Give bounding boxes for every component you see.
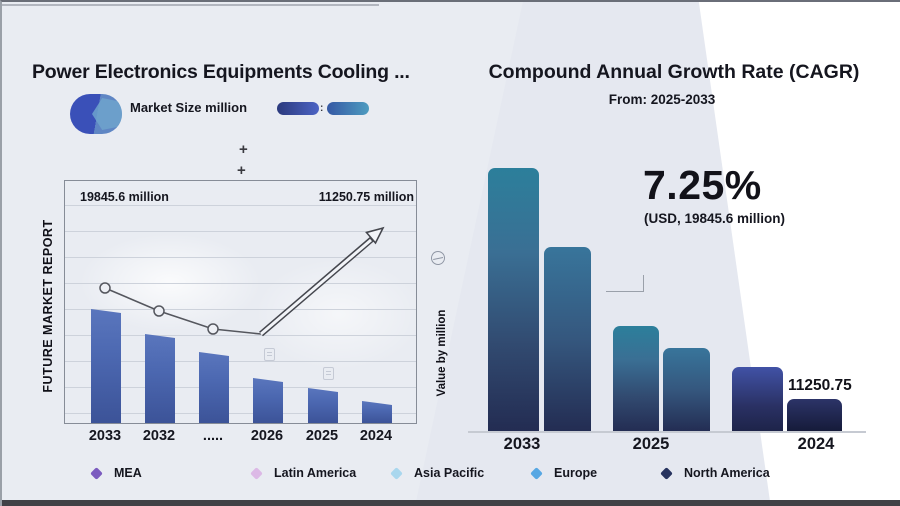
market-size-pill-icon (70, 94, 122, 134)
gridline (65, 231, 416, 232)
bar (544, 247, 591, 432)
gridline (65, 309, 416, 310)
legend-diamond-icon (250, 466, 263, 480)
right-chart-end-value: 11250.75 (788, 377, 852, 394)
bar (613, 326, 659, 432)
bar (308, 388, 338, 423)
ratio-pill-right-icon (327, 102, 369, 115)
legend-item: North America (660, 466, 770, 480)
legend-item: Europe (530, 466, 598, 480)
market-size-label: Market Size million (130, 100, 248, 115)
gridline (65, 257, 416, 258)
legend-label: Asia Pacific (414, 466, 485, 480)
bottom-bar (2, 500, 900, 506)
future-market-report-watermark: FUTURE MARKET REPORT (41, 219, 55, 393)
x-axis-label: 2025 (632, 435, 670, 453)
value-axis-label: Value by million (436, 309, 448, 397)
right-chart-title: Compound Annual Growth Rate (CAGR) (488, 61, 860, 83)
gridline (65, 387, 416, 388)
bar (488, 168, 539, 432)
x-axis-label: 2024 (359, 428, 393, 444)
legend-item: Asia Pacific (390, 466, 485, 480)
legend-label: MEA (114, 466, 142, 480)
bar (145, 334, 175, 423)
bar (91, 309, 121, 423)
ratio-separator: : (320, 103, 324, 114)
callout-elbow-line (606, 275, 644, 292)
bar (199, 352, 229, 423)
bar (663, 348, 710, 432)
gridline (65, 335, 416, 336)
legend-diamond-icon (530, 466, 543, 480)
plus-mark-icon: + (239, 141, 248, 158)
x-axis-label: 2025 (305, 428, 339, 444)
legend-diamond-icon (390, 466, 403, 480)
x-axis-label: 2033 (88, 428, 122, 444)
bar (732, 367, 783, 432)
ratio-pill-left-icon (277, 102, 319, 115)
legend-diamond-icon (660, 466, 673, 480)
bar (253, 378, 283, 423)
x-axis-label: 2032 (142, 428, 176, 444)
left-chart-end-value: 11250.75 million (318, 190, 414, 204)
trend-line-and-arrow (99, 226, 385, 337)
x-axis-label: ..... (202, 428, 224, 444)
document-icon (323, 367, 334, 380)
legend-label: North America (684, 466, 770, 480)
gridline (65, 361, 416, 362)
document-icon (264, 348, 275, 361)
x-axis-label: 2033 (503, 435, 541, 453)
gridline (65, 283, 416, 284)
gridline (65, 205, 416, 206)
bar (787, 399, 842, 432)
right-chart-subtitle: From: 2025-2033 (608, 92, 716, 107)
cagr-value: 7.25% (643, 162, 762, 208)
x-axis-label: 2024 (797, 435, 835, 453)
top-divider-line (2, 4, 380, 6)
legend-item: MEA (90, 466, 142, 480)
left-chart-title: Power Electronics Equipments Cooling ... (32, 61, 410, 83)
bar (362, 401, 392, 423)
gridline (65, 413, 416, 414)
legend-label: Latin America (274, 466, 357, 480)
x-axis-label: 2026 (250, 428, 284, 444)
plus-mark-icon: + (237, 162, 246, 179)
left-chart-start-value: 19845.6 million (80, 190, 169, 204)
legend-diamond-icon (90, 466, 103, 480)
legend-label: Europe (554, 466, 598, 480)
legend-item: Latin America (250, 466, 357, 480)
cagr-detail: (USD, 19845.6 million) (644, 211, 786, 226)
minus-circle-icon (429, 249, 447, 267)
right-chart-axis-line (468, 431, 866, 433)
left-chart-frame (64, 180, 417, 424)
